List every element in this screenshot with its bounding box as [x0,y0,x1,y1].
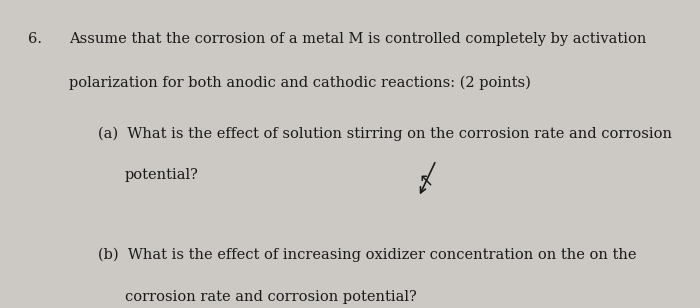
Text: (a)  What is the effect of solution stirring on the corrosion rate and corrosion: (a) What is the effect of solution stirr… [98,126,672,141]
Text: polarization for both anodic and cathodic reactions: (2 points): polarization for both anodic and cathodi… [69,75,531,90]
Text: potential?: potential? [125,168,199,182]
Text: Assume that the corrosion of a metal M is controlled completely by activation: Assume that the corrosion of a metal M i… [69,32,646,46]
Text: ↖: ↖ [419,172,434,190]
Text: corrosion rate and corrosion potential?: corrosion rate and corrosion potential? [125,290,416,303]
Text: (b)  What is the effect of increasing oxidizer concentration on the on the: (b) What is the effect of increasing oxi… [98,248,636,262]
Text: 6.: 6. [28,32,42,46]
